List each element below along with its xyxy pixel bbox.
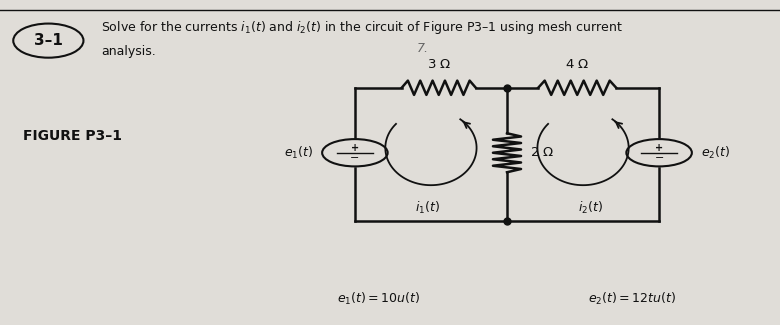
Text: −: − <box>350 153 360 163</box>
Text: 7.: 7. <box>417 42 429 55</box>
Text: $i_1(t)$: $i_1(t)$ <box>414 200 440 216</box>
Text: $e_2(t)$: $e_2(t)$ <box>701 145 730 161</box>
Text: Solve for the currents $i_1(t)$ and $i_2(t)$ in the circuit of Figure P3–1 using: Solve for the currents $i_1(t)$ and $i_2… <box>101 19 623 36</box>
Text: −: − <box>654 153 664 163</box>
Text: $e_1(t) = 10u(t)$: $e_1(t) = 10u(t)$ <box>337 291 420 307</box>
Text: +: + <box>351 143 359 153</box>
Text: $i_2(t)$: $i_2(t)$ <box>578 200 604 216</box>
Text: 3 $\Omega$: 3 $\Omega$ <box>427 58 451 72</box>
Text: FIGURE P3–1: FIGURE P3–1 <box>23 129 122 144</box>
Text: 2 $\Omega$: 2 $\Omega$ <box>530 146 555 159</box>
Text: +: + <box>655 143 663 153</box>
Text: 4 $\Omega$: 4 $\Omega$ <box>565 58 590 72</box>
Text: $e_2(t) = 12tu(t)$: $e_2(t) = 12tu(t)$ <box>588 291 675 307</box>
Text: 3–1: 3–1 <box>34 33 63 48</box>
Text: $e_1(t)$: $e_1(t)$ <box>284 145 313 161</box>
Text: analysis.: analysis. <box>101 46 156 58</box>
